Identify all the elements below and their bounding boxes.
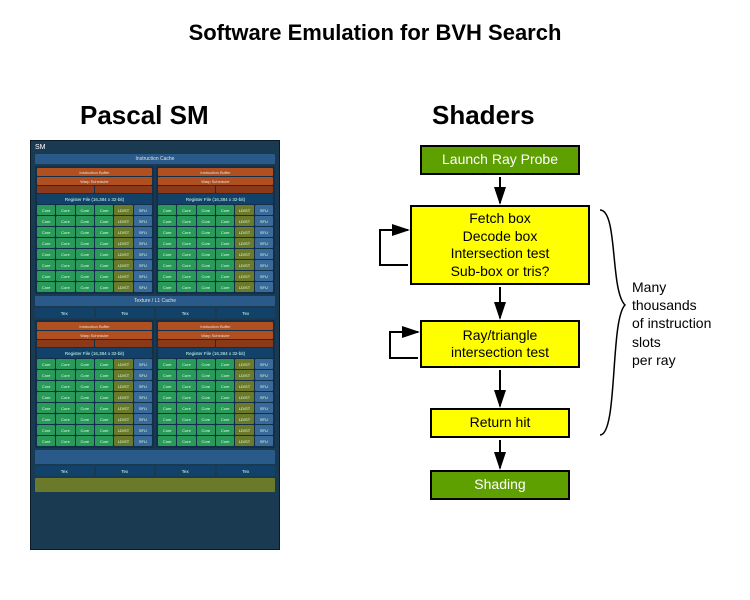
shared-l1-bar bbox=[35, 450, 275, 464]
flow-node-shading: Shading bbox=[430, 470, 570, 500]
flow-annotation: Many thousands of instruction slots per … bbox=[632, 278, 720, 369]
flow-node-fetch: Fetch box Decode box Intersection test S… bbox=[410, 205, 590, 285]
sm-label: SM bbox=[33, 143, 277, 152]
flow-node-label: Ray/triangle intersection test bbox=[451, 327, 549, 362]
shared-mem-bar bbox=[35, 478, 275, 492]
flow-node-label: Return hit bbox=[470, 414, 531, 432]
inst-cache-bar: Instruction Cache bbox=[35, 154, 275, 164]
flow-node-label: Fetch box Decode box Intersection test S… bbox=[451, 210, 550, 280]
pascal-sm-block: SM Instruction Cache Instruction BufferW… bbox=[30, 140, 280, 550]
flow-node-launch: Launch Ray Probe bbox=[420, 145, 580, 175]
page-title: Software Emulation for BVH Search bbox=[0, 20, 750, 46]
right-heading: Shaders bbox=[432, 100, 535, 131]
left-heading: Pascal SM bbox=[80, 100, 209, 131]
flow-node-raytri: Ray/triangle intersection test bbox=[420, 320, 580, 368]
annotation-text: Many thousands of instruction slots per … bbox=[632, 279, 711, 368]
flowchart: Launch Ray Probe Fetch box Decode box In… bbox=[360, 140, 720, 590]
tex-l1-bar: Texture / L1 Cache bbox=[35, 296, 275, 306]
flow-node-return: Return hit bbox=[430, 408, 570, 438]
flow-node-label: Shading bbox=[474, 476, 525, 494]
flow-node-label: Launch Ray Probe bbox=[442, 151, 558, 169]
